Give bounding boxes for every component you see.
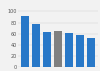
Bar [32,24,40,67]
Bar [54,31,62,67]
Bar [43,32,51,67]
Bar [20,16,29,67]
Bar [76,35,84,67]
Bar [65,33,73,67]
Bar [87,38,96,67]
